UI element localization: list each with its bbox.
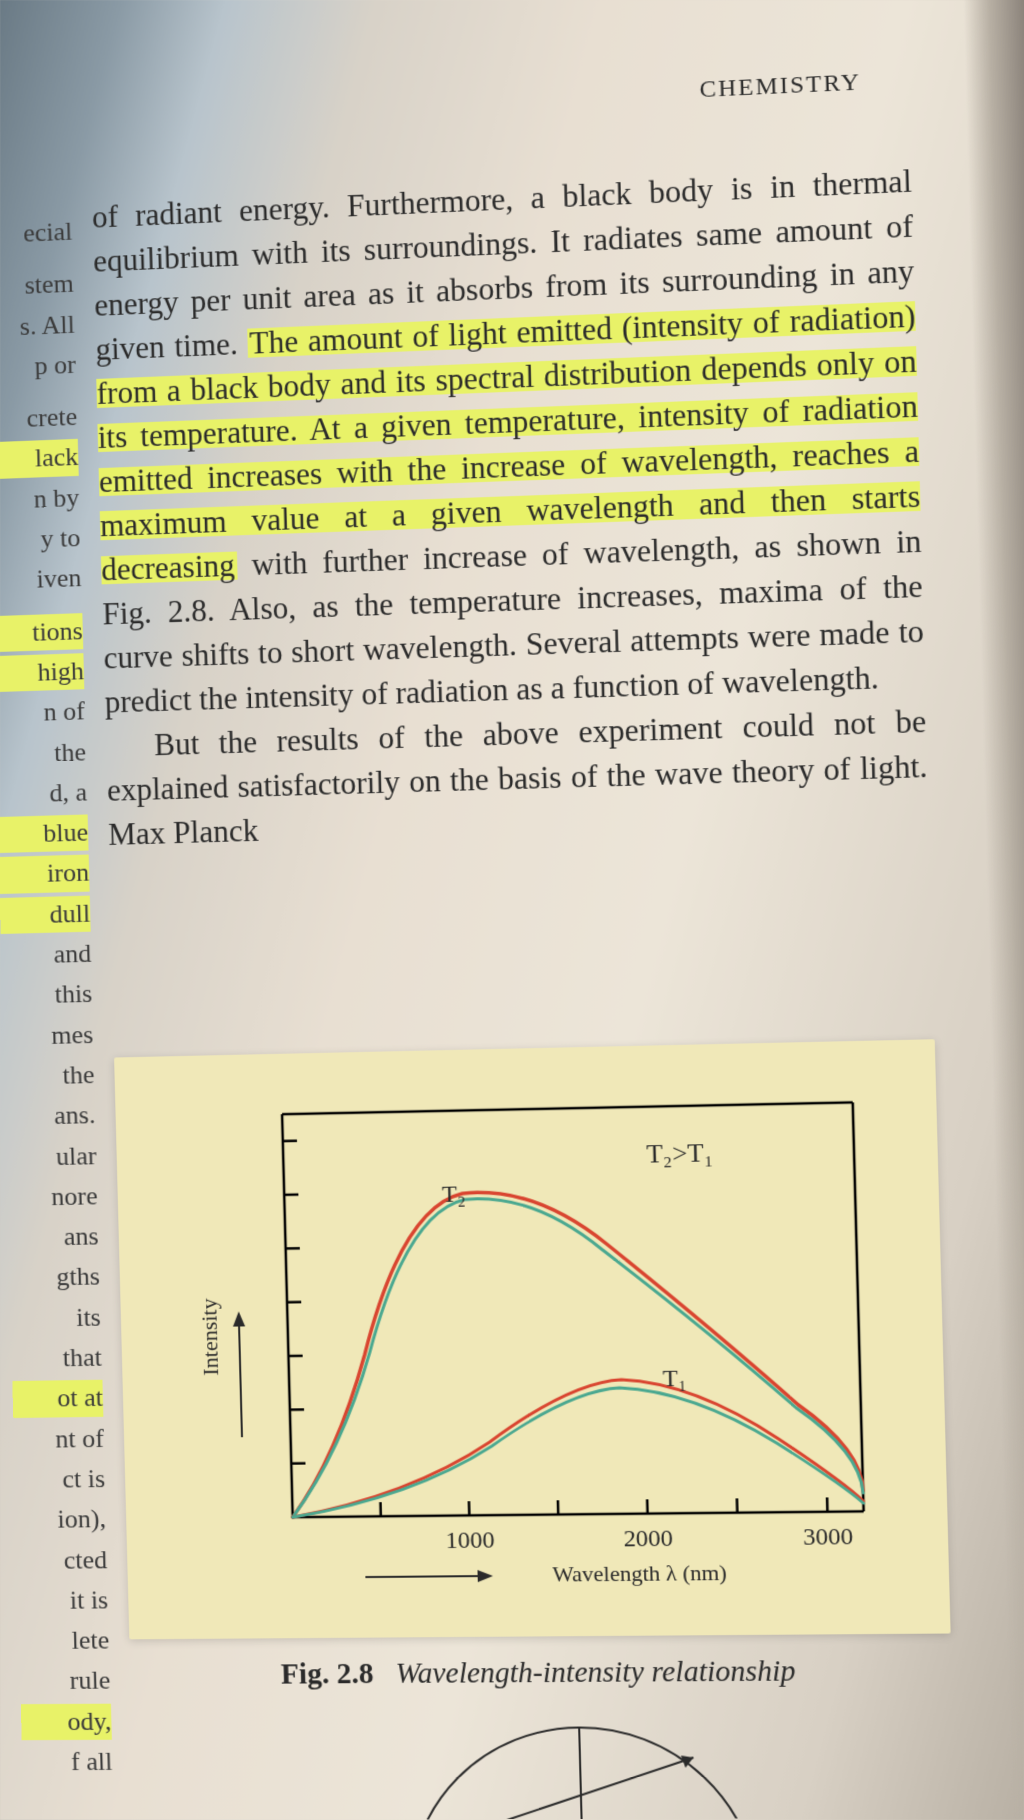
svg-text:T₂>T₁: T₂>T₁ xyxy=(646,1138,714,1169)
svg-text:1000: 1000 xyxy=(445,1527,495,1554)
partial-circle-diagram xyxy=(395,1716,768,1819)
svg-text:Intensity: Intensity xyxy=(196,1298,223,1376)
figure-caption: Fig. 2.8 Wavelength-intensity relationsh… xyxy=(130,1654,952,1693)
body-text: of radiant energy. Furthermore, a black … xyxy=(91,159,929,857)
left-margin-text: ecialstems. Allp orcretelackn byy toiven… xyxy=(0,212,113,1783)
svg-text:T₂: T₂ xyxy=(442,1181,466,1208)
blackbody-chart: 1000 2000 3000 T₂ T₁ T₂>T₁ Intensity Wavelength… xyxy=(114,1039,951,1639)
paragraph-1: of radiant energy. Furthermore, a black … xyxy=(91,159,925,725)
svg-text:3000: 3000 xyxy=(803,1524,854,1551)
paragraph-2: But the results of the above experiment … xyxy=(105,699,929,857)
svg-text:2000: 2000 xyxy=(623,1526,673,1553)
figure-caption-text: Wavelength-intensity relationship xyxy=(395,1655,796,1690)
chart-svg: 1000 2000 3000 T₂ T₁ T₂>T₁ Intensity Wavelength… xyxy=(135,1060,929,1619)
page-shadow xyxy=(962,0,1024,1818)
page-header: CHEMISTRY xyxy=(699,69,861,104)
svg-text:Wavelength λ (nm): Wavelength λ (nm) xyxy=(552,1560,727,1587)
figure-number: Fig. 2.8 xyxy=(281,1658,374,1691)
svg-text:T₁: T₁ xyxy=(662,1366,686,1393)
